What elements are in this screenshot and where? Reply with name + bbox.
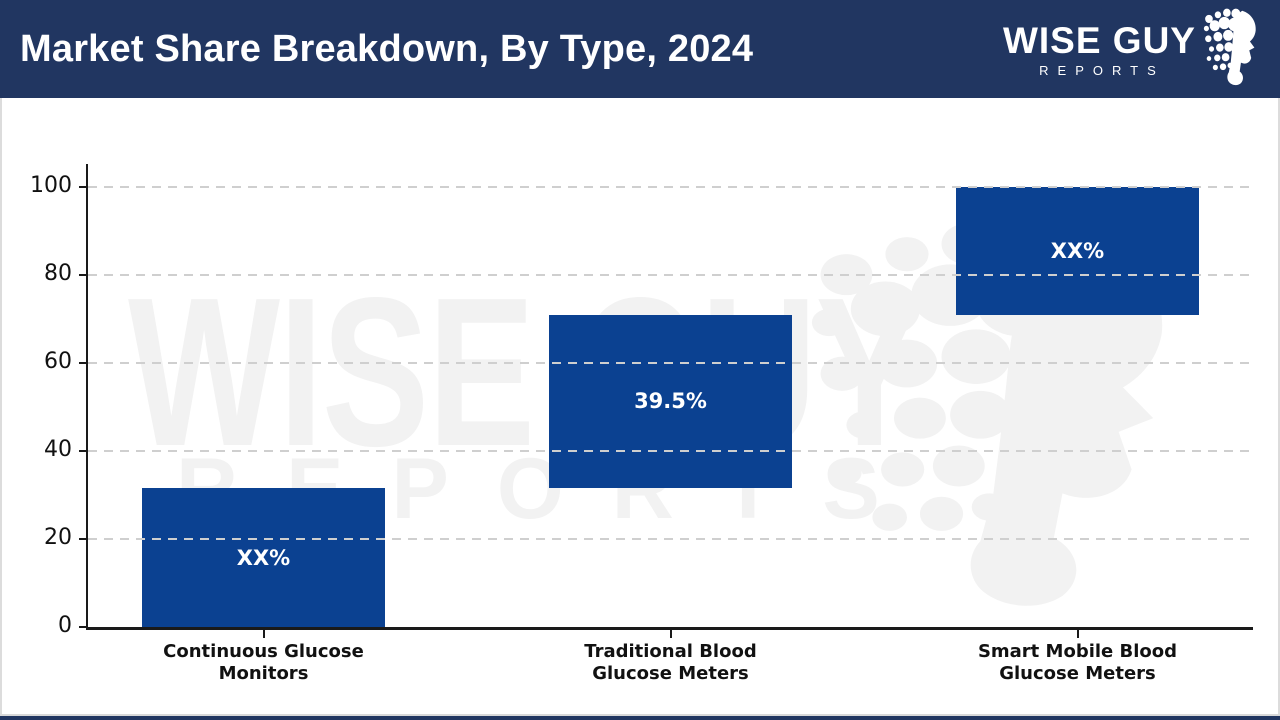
- wiseguy-head-icon: [1203, 8, 1256, 86]
- y-tick-label: 80: [44, 261, 72, 286]
- y-tick-label: 60: [44, 349, 72, 374]
- x-category-label: Smart Mobile Blood Glucose Meters: [908, 641, 1248, 685]
- footer-bar: [0, 716, 1280, 720]
- gridline: [88, 450, 1253, 452]
- x-axis-tick: [669, 629, 672, 638]
- bar-value-label: XX%: [236, 545, 291, 570]
- x-category-label-line: Monitors: [218, 663, 309, 684]
- bar-segment: XX%: [956, 187, 1199, 315]
- gridline: [88, 274, 1253, 276]
- y-axis-tick: [79, 626, 88, 628]
- chart-title: Market Share Breakdown, By Type, 2024: [20, 27, 754, 70]
- x-axis-tick: [262, 629, 265, 638]
- bar-segment: 39.5%: [549, 314, 792, 489]
- x-category-label-line: Glucose Meters: [592, 663, 749, 684]
- wiseguy-logo: WISE GUY REPORTS: [1003, 8, 1264, 90]
- x-category-label: Traditional Blood Glucose Meters: [501, 641, 841, 685]
- y-axis-tick: [79, 362, 88, 364]
- y-axis-tick: [79, 274, 88, 276]
- y-tick-label: 20: [44, 525, 72, 550]
- logo-subtext: REPORTS: [1039, 62, 1165, 78]
- x-category-label-line: Glucose Meters: [999, 663, 1156, 684]
- x-category-label: Continuous Glucose Monitors: [94, 641, 434, 685]
- bar-value-label: 39.5%: [634, 389, 707, 414]
- header-bar: Market Share Breakdown, By Type, 2024 WI…: [0, 0, 1280, 98]
- bar-segment: XX%: [142, 488, 385, 627]
- logo-wordmark: WISE GUY: [1002, 19, 1196, 61]
- bar-value-label: XX%: [1050, 238, 1105, 263]
- y-axis-tick: [79, 186, 88, 188]
- gridline: [88, 186, 1253, 188]
- gridline: [88, 362, 1253, 364]
- y-tick-label: 40: [44, 437, 72, 462]
- y-tick-label: 100: [30, 173, 72, 198]
- y-tick-label: 0: [58, 613, 72, 638]
- x-category-label-line: Traditional Blood: [584, 641, 757, 662]
- x-axis-tick: [1076, 629, 1079, 638]
- y-axis-line: [86, 164, 88, 629]
- logo-text-block: WISE GUY REPORTS: [1003, 22, 1196, 77]
- y-axis-tick: [79, 450, 88, 452]
- x-axis-line: [86, 627, 1253, 630]
- bottom-hairline: [0, 714, 1280, 716]
- gridline: [88, 538, 1253, 540]
- y-axis-tick: [79, 538, 88, 540]
- x-category-label-line: Continuous Glucose: [163, 641, 364, 662]
- x-category-label-line: Smart Mobile Blood: [977, 641, 1178, 662]
